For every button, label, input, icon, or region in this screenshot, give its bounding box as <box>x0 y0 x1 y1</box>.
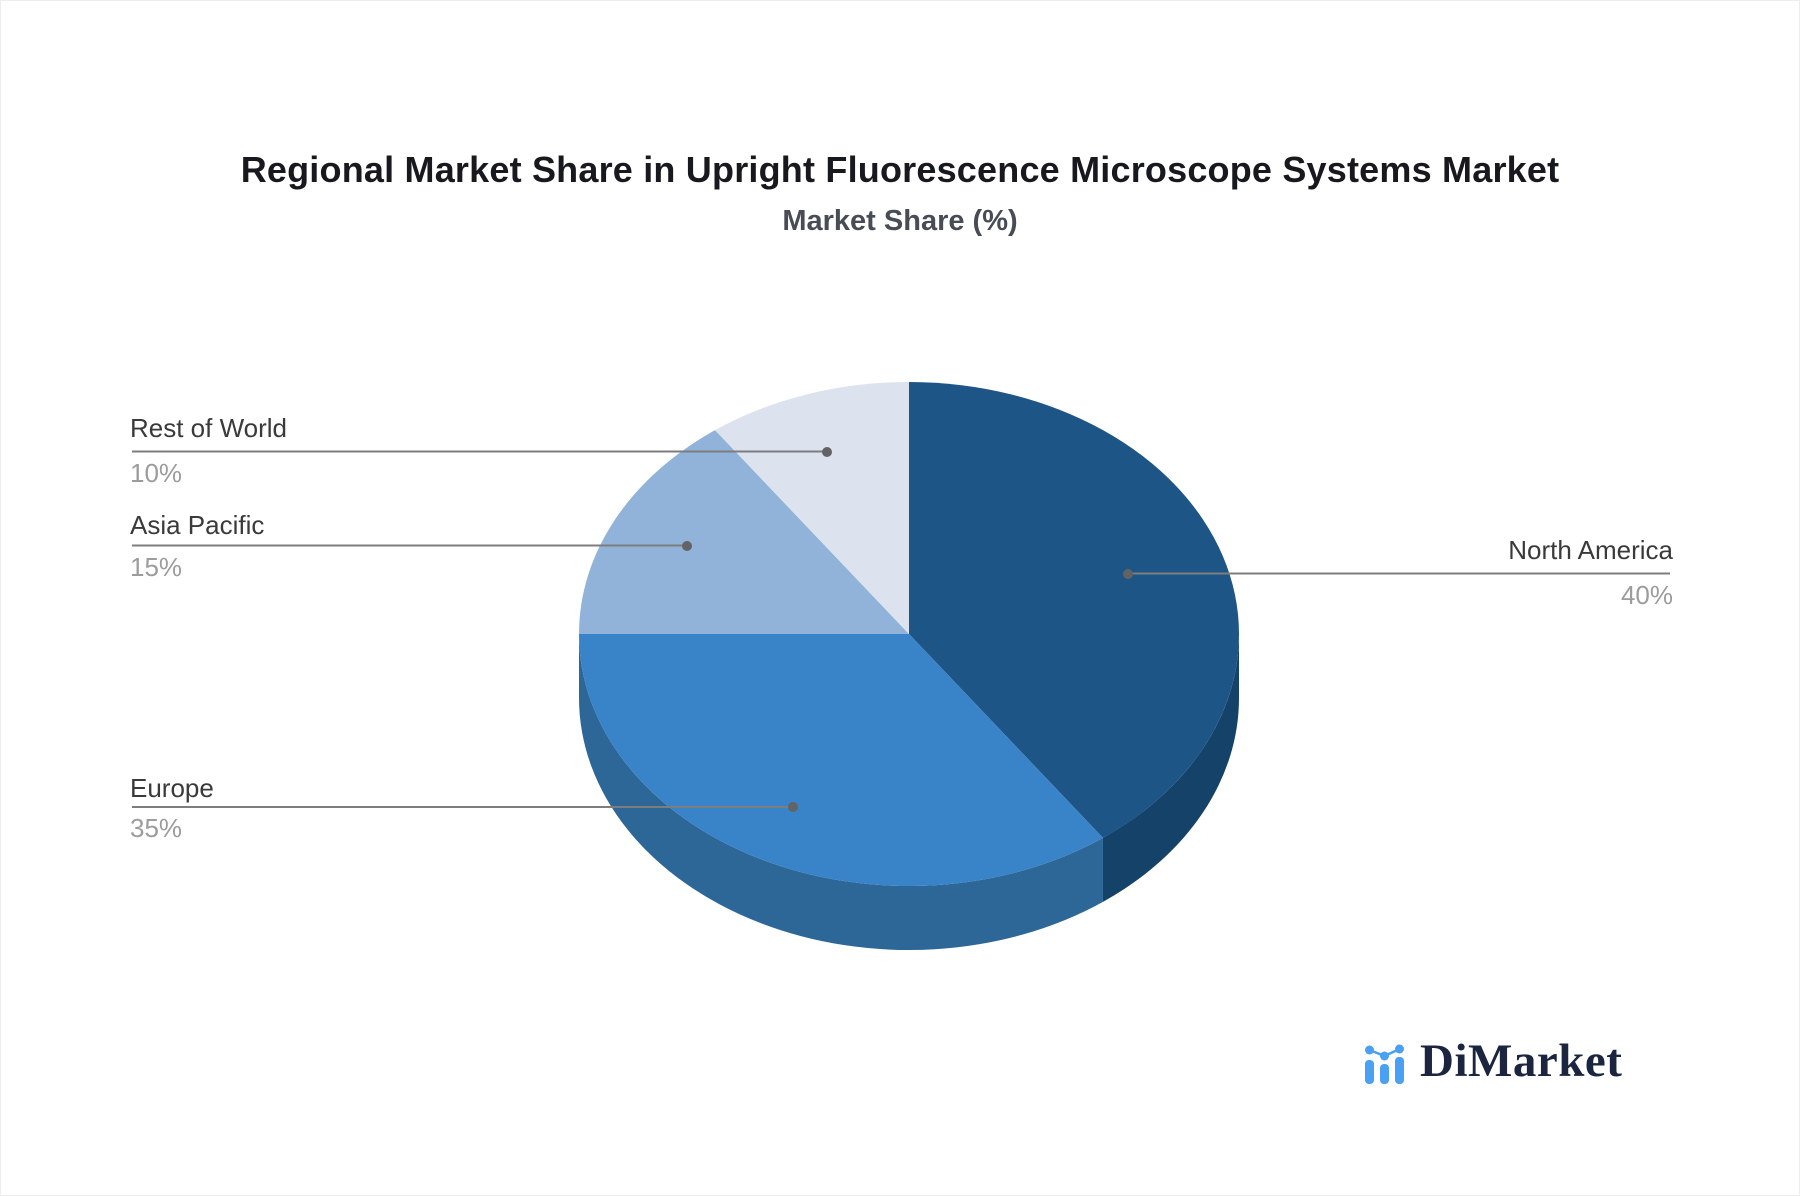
logo-text: DiMarket <box>1420 1035 1623 1087</box>
page-title: Regional Market Share in Upright Fluores… <box>240 149 1560 190</box>
label-asia-pacific-value: 15% <box>130 552 183 582</box>
pie-slice-side-europe <box>579 634 1103 950</box>
pie-slice-asia-pacific <box>579 430 909 634</box>
bar-chart-icon <box>1364 1044 1408 1091</box>
leader-dot-asia-pacific <box>682 541 692 551</box>
leader-dot-rest-of-world <box>822 447 832 457</box>
label-rest-of-world-value: 10% <box>130 458 183 488</box>
label-europe-value: 35% <box>130 813 183 843</box>
label-north-america-name: North America <box>1508 535 1673 565</box>
leader-dot-north-america <box>1123 569 1133 579</box>
leader-dot-europe <box>788 802 798 812</box>
label-asia-pacific-name: Asia Pacific <box>130 510 265 540</box>
pie-slice-rest-of-world <box>715 382 909 634</box>
chart-subtitle: Market Share (%) <box>782 205 1018 237</box>
label-europe-name: Europe <box>130 773 214 803</box>
pie-slice-side-north-america <box>1102 634 1239 902</box>
label-north-america-value: 40% <box>1620 580 1673 610</box>
label-rest-of-world-name: Rest of World <box>130 413 288 443</box>
pie-slice-north-america <box>909 382 1239 838</box>
pie-slice-europe <box>579 634 1103 886</box>
